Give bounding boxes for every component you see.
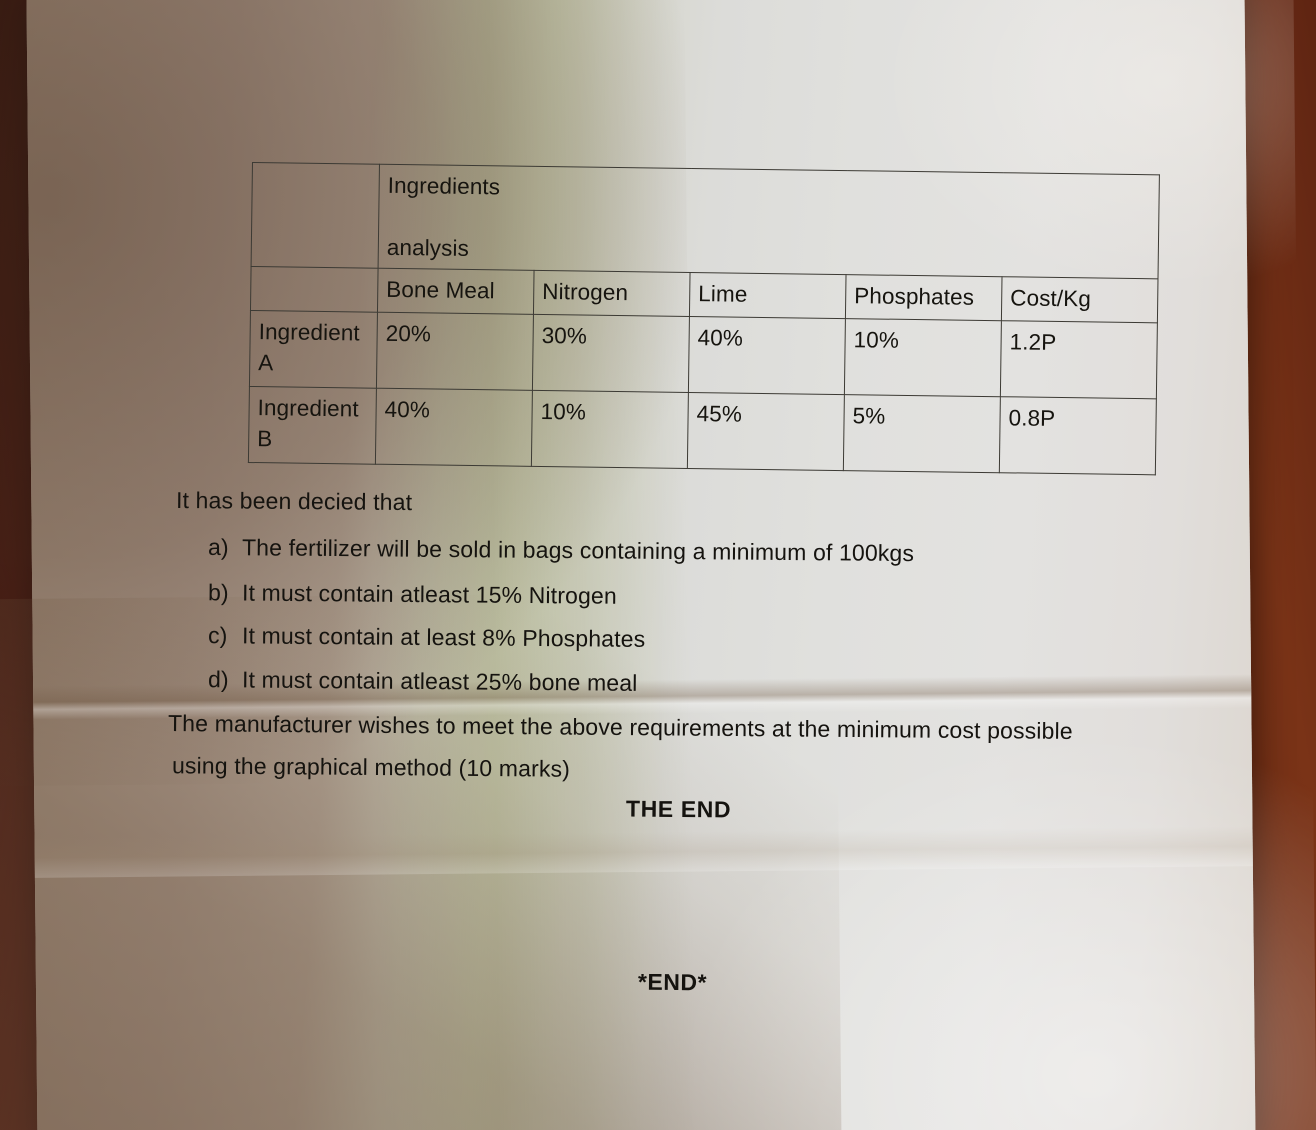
table-row-spanning-header: Ingredients analysis — [251, 162, 1160, 279]
row-label-line-2: B — [257, 426, 273, 452]
table-row: Ingredient A 20% 30% 40% 10% 1.2P — [249, 310, 1158, 399]
col-header-cost-per-kg: Cost/Kg — [1001, 276, 1158, 323]
col-header-blank — [250, 266, 379, 313]
ingredients-analysis-table: Ingredients analysis Bone Meal Nitrogen … — [248, 162, 1160, 475]
col-header-nitrogen: Nitrogen — [533, 270, 691, 317]
row-label-ingredient-a: Ingredient A — [249, 310, 378, 389]
intro-line: It has been decied that — [175, 486, 413, 516]
list-item-text: The fertilizer will be sold in bags cont… — [241, 534, 915, 567]
row-label-line-1: Ingredient — [257, 395, 359, 422]
cell-a-phosphates: 10% — [844, 318, 1002, 397]
list-item-marker: c) — [207, 622, 228, 649]
list-item-text: It must contain atleast 25% bone meal — [241, 666, 638, 696]
cell-b-cost: 0.8P — [999, 396, 1157, 475]
list-item: a) The fertilizer will be sold in bags co… — [208, 533, 914, 568]
spanning-header-line-1: Ingredients — [387, 172, 501, 200]
list-item: c) It must contain at least 8% Phosphates — [208, 621, 646, 654]
col-header-bone-meal: Bone Meal — [377, 268, 535, 315]
list-item: d) It must contain atleast 25% bone meal — [208, 665, 638, 697]
cell-b-lime: 45% — [687, 392, 845, 471]
ingredients-table-wrapper: Ingredients analysis Bone Meal Nitrogen … — [248, 162, 1160, 475]
row-label-ingredient-b: Ingredient B — [248, 386, 377, 465]
table-spanning-header-cell: Ingredients analysis — [378, 164, 1160, 279]
row-label-line-2: A — [258, 350, 274, 376]
end-marker: *END* — [637, 968, 708, 996]
list-item-text: It must contain at least 8% Phosphates — [241, 622, 646, 652]
cell-b-nitrogen: 10% — [531, 390, 689, 469]
cell-b-bone-meal: 40% — [375, 388, 533, 467]
cell-a-cost: 1.2P — [1000, 320, 1158, 399]
list-item: b) It must contain atleast 15% Nitrogen — [208, 578, 617, 610]
list-item-marker: b) — [207, 579, 229, 606]
cell-b-phosphates: 5% — [843, 394, 1001, 473]
col-header-phosphates: Phosphates — [845, 274, 1003, 321]
col-header-lime: Lime — [689, 272, 847, 319]
row-label-line-1: Ingredient — [258, 319, 360, 346]
list-item-marker: a) — [207, 533, 229, 561]
list-item-text: It must contain atleast 15% Nitrogen — [241, 579, 617, 609]
list-item-marker: d) — [207, 666, 229, 693]
spanning-header-line-2: analysis — [386, 234, 470, 262]
cell-a-nitrogen: 30% — [532, 314, 690, 393]
closing-paragraph-line-2: using the graphical method (10 marks) — [171, 752, 571, 782]
closing-paragraph-line-1: The manufacturer wishes to meet the abov… — [167, 710, 1073, 744]
cell-a-bone-meal: 20% — [376, 312, 534, 391]
cell-a-lime: 40% — [688, 316, 846, 395]
table-corner-cell — [251, 162, 380, 269]
table-row: Ingredient B 40% 10% 45% 5% 0.8P — [248, 386, 1157, 475]
the-end-label: THE END — [625, 795, 732, 823]
